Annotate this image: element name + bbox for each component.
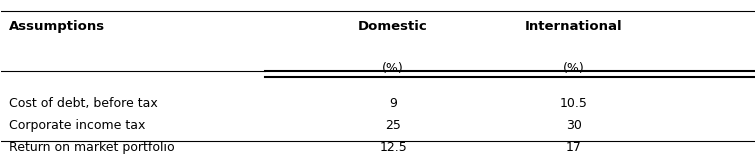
Text: 12.5: 12.5 [380,141,407,154]
Text: (%): (%) [383,62,404,75]
Text: 30: 30 [566,119,582,132]
Text: Corporate income tax: Corporate income tax [9,119,145,132]
Text: (%): (%) [563,62,584,75]
Text: Return on market portfolio: Return on market portfolio [9,141,175,154]
Text: 9: 9 [389,97,397,110]
Text: Domestic: Domestic [358,20,428,33]
Text: 25: 25 [385,119,401,132]
Text: International: International [525,20,623,33]
Text: Assumptions: Assumptions [9,20,105,33]
Text: 17: 17 [566,141,582,154]
Text: Cost of debt, before tax: Cost of debt, before tax [9,97,158,110]
Text: 10.5: 10.5 [560,97,587,110]
